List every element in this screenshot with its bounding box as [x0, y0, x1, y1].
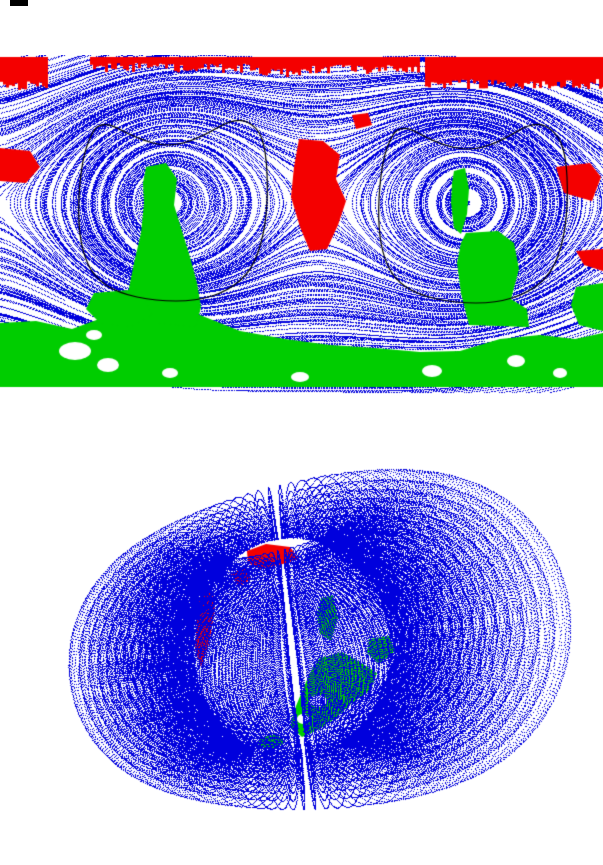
crop-mark: [10, 0, 28, 6]
streamline-map-panel: [0, 55, 603, 395]
fieldline-3d-panel: [0, 420, 603, 865]
